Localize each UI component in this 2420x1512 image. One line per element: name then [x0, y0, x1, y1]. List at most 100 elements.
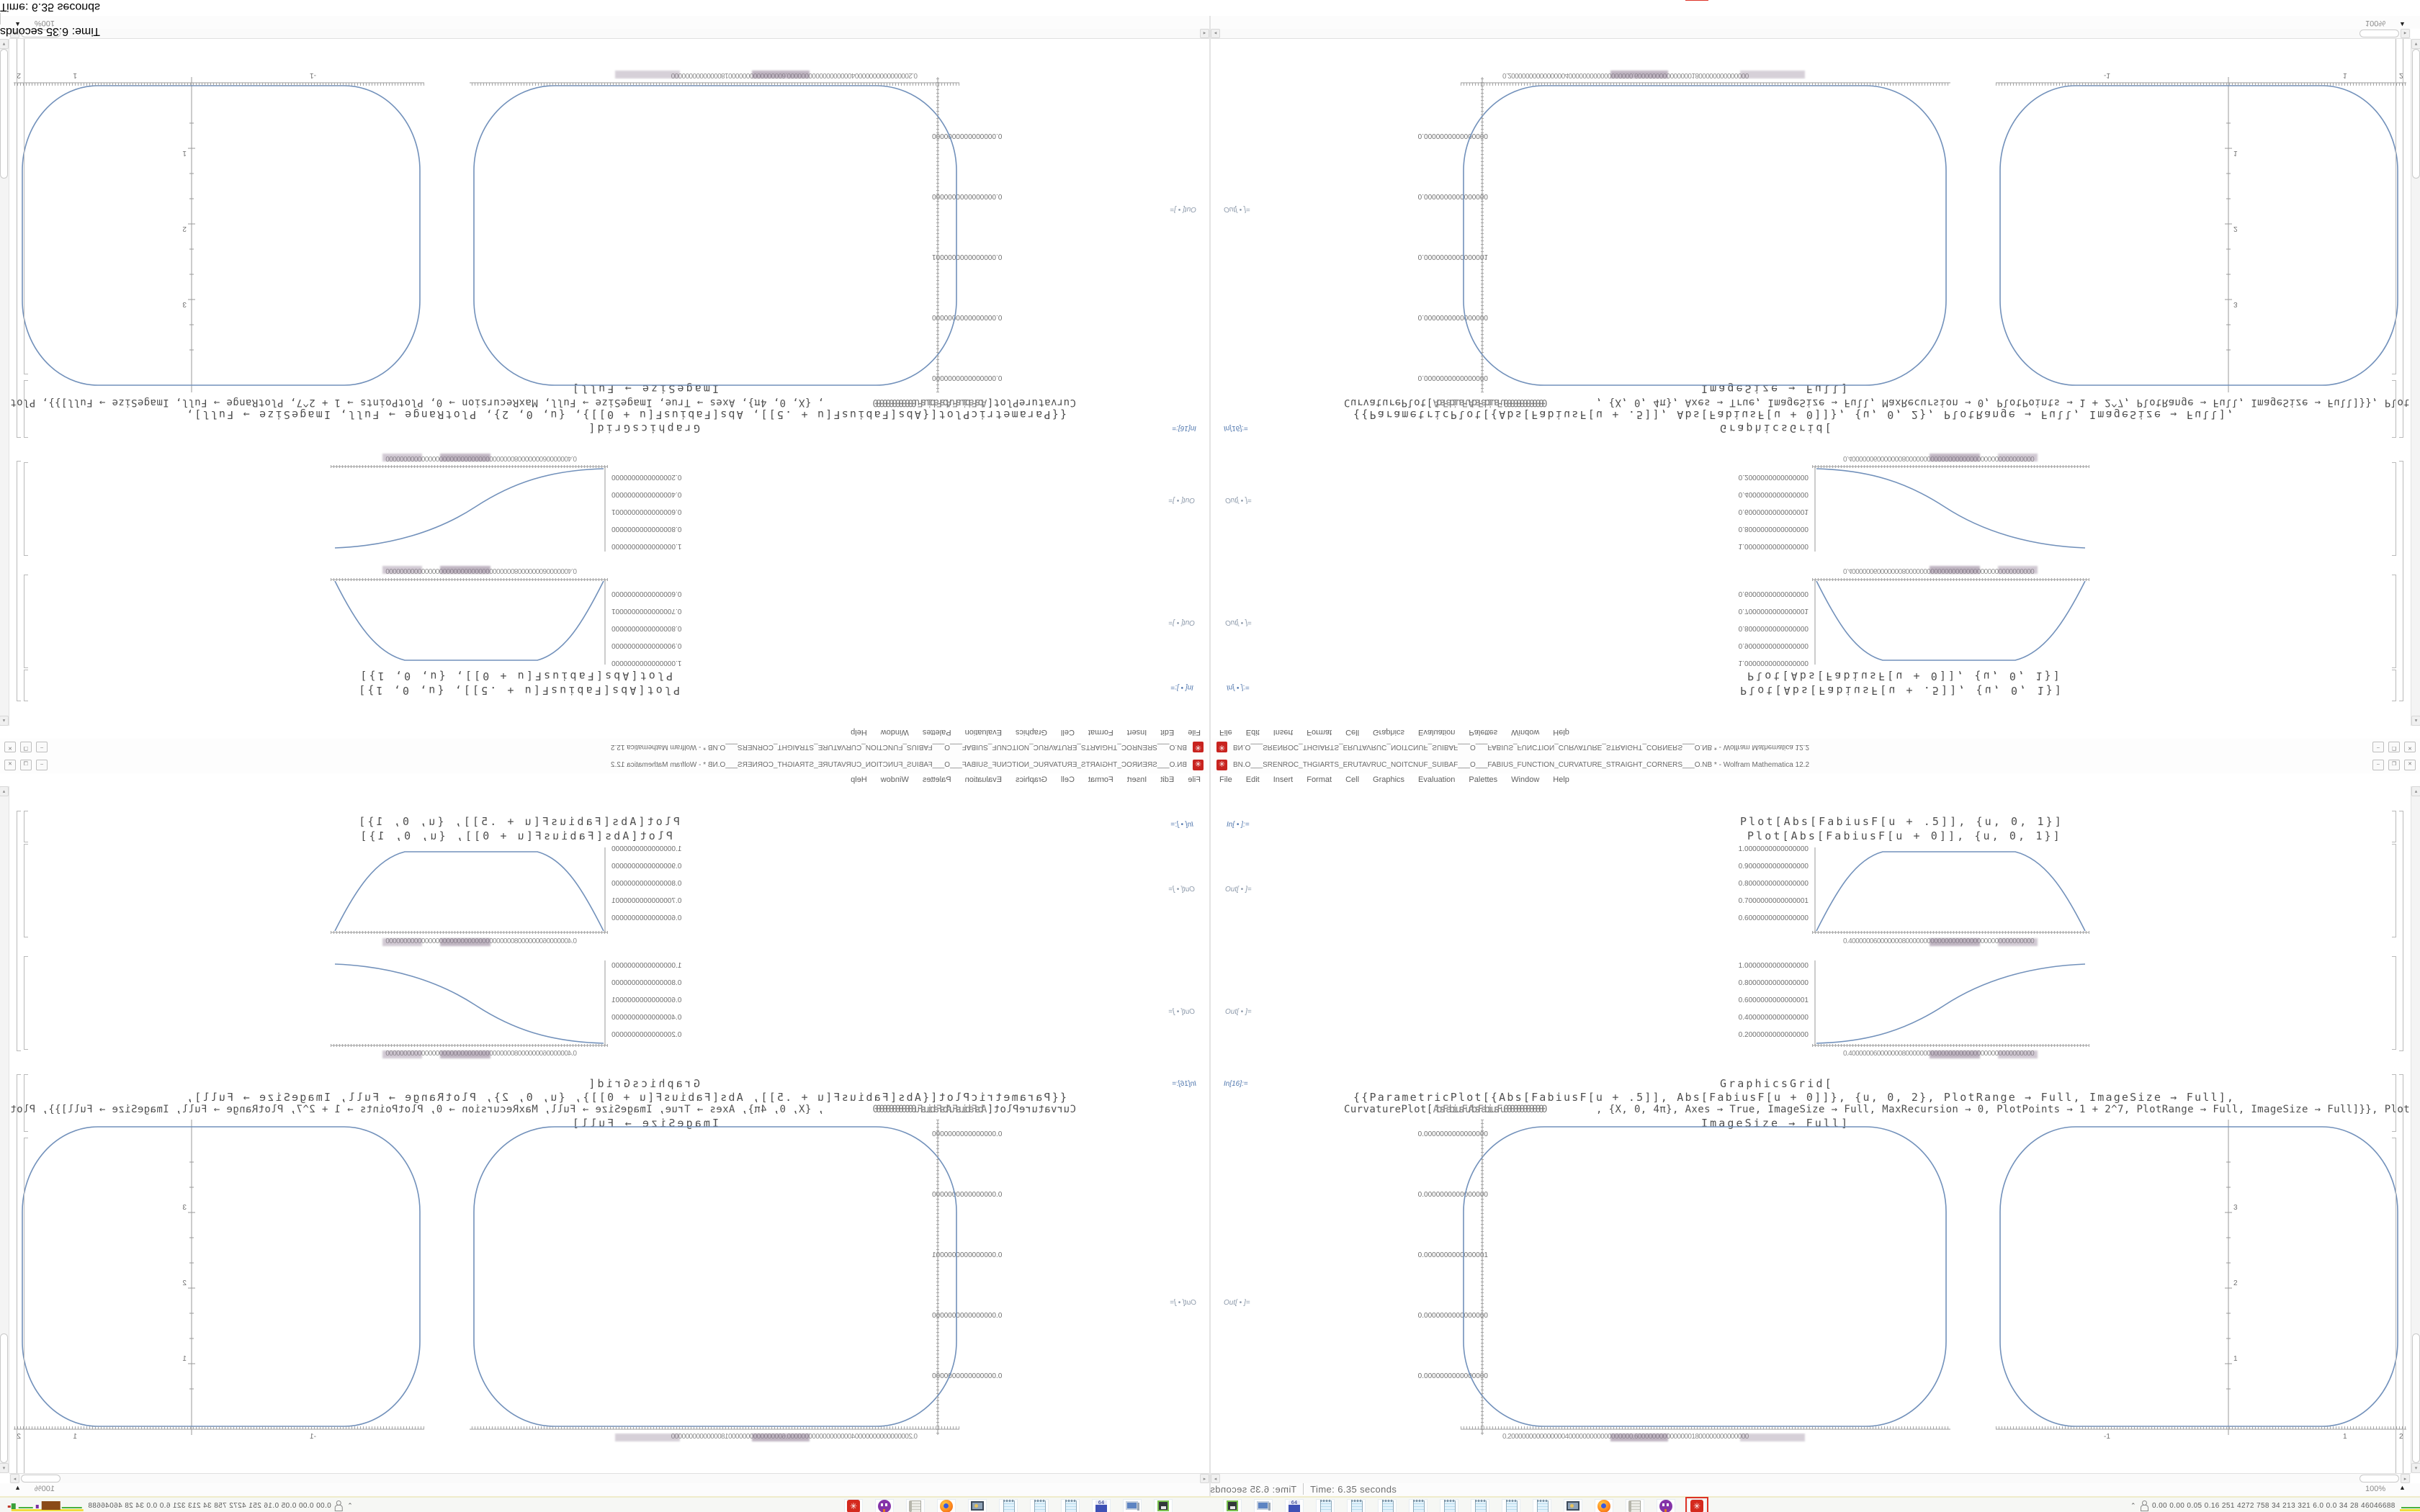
taskbar-icon-gear[interactable]: [1685, 1496, 1708, 1512]
cell-bracket[interactable]: [24, 811, 28, 842]
horizontal-scroll-thumb[interactable]: [2360, 1475, 2399, 1482]
scroll-right-button[interactable]: ▸: [10, 1474, 19, 1483]
taskbar-icon-photo[interactable]: [968, 1498, 987, 1512]
scroll-down-button[interactable]: ▾: [0, 39, 9, 49]
menu-cell[interactable]: Cell: [1345, 728, 1360, 737]
code-line[interactable]: CurvaturePlot[AbsFabiusFuAbsFabiusFu0000…: [1344, 397, 1545, 408]
cell-group-bracket[interactable]: [2399, 461, 2403, 701]
tray-expander-icon[interactable]: ⌃: [2130, 1501, 2136, 1509]
title-bar[interactable]: ✳ BN.O___SRENROC_THGIARTS_ERUTAVRUC_NOIT…: [0, 756, 1209, 773]
minimize-button[interactable]: –: [36, 742, 48, 753]
cell-bracket[interactable]: [2392, 844, 2396, 937]
menu-palettes[interactable]: Palettes: [922, 775, 951, 784]
person-icon[interactable]: [2140, 1500, 2148, 1511]
menu-cell[interactable]: Cell: [1345, 775, 1360, 784]
close-button[interactable]: ✕: [2404, 759, 2416, 770]
cell-group-bracket[interactable]: [17, 1074, 21, 1473]
magnification-dropdown-icon[interactable]: ▲: [14, 1484, 21, 1491]
taskbar-icon-notepad[interactable]: [1030, 1498, 1049, 1512]
taskbar-icon-scroll[interactable]: [906, 1498, 925, 1512]
title-bar[interactable]: ✳ BN.O___SRENROC_THGIARTS_ERUTAVRUC_NOIT…: [1211, 756, 2420, 773]
scroll-down-button[interactable]: ▾: [2411, 39, 2420, 49]
taskbar-icon-monitor[interactable]: [1123, 1498, 1142, 1512]
cell-bracket[interactable]: [2392, 575, 2396, 668]
title-bar[interactable]: ✳ BN.O___SRENROC_THGIARTS_ERUTAVRUC_NOIT…: [1211, 739, 2420, 756]
cell-bracket[interactable]: [24, 39, 28, 374]
menu-graphics[interactable]: Graphics: [1373, 775, 1405, 784]
vertical-scroll-thumb[interactable]: [0, 1333, 8, 1463]
taskbar-icon-notepad[interactable]: [1440, 1498, 1458, 1512]
magnification-value[interactable]: 100%: [2365, 1485, 2386, 1493]
menu-graphics[interactable]: Graphics: [1015, 728, 1047, 737]
vertical-scrollbar[interactable]: ▴ ▾: [2411, 786, 2420, 1473]
menu-window[interactable]: Window: [1511, 775, 1540, 784]
menu-help[interactable]: Help: [851, 728, 867, 737]
menu-window[interactable]: Window: [880, 728, 909, 737]
taskbar-icon-floppy64[interactable]: [1285, 1498, 1304, 1512]
scroll-up-button[interactable]: ▴: [2411, 786, 2420, 796]
cell-bracket[interactable]: [2392, 670, 2396, 701]
taskbar-icon-monitor[interactable]: [1254, 1498, 1273, 1512]
menu-palettes[interactable]: Palettes: [922, 728, 951, 737]
menu-window[interactable]: Window: [1511, 728, 1540, 737]
taskbar-icon-scroll[interactable]: [1626, 1498, 1644, 1512]
menu-file[interactable]: File: [1219, 728, 1232, 737]
taskbar-icon-notepad[interactable]: [1378, 1498, 1397, 1512]
cell-bracket[interactable]: [2392, 956, 2396, 1050]
code-line[interactable]: CurvaturePlot[AbsFabiusFuAbsFabiusFu0000…: [875, 397, 1076, 408]
menu-format[interactable]: Format: [1307, 775, 1332, 784]
menu-insert[interactable]: Insert: [1126, 775, 1147, 784]
cell-group-bracket[interactable]: [2399, 811, 2403, 1051]
notebook-area[interactable]: In[ • ]:= Plot[Abs[FabiusF[u + .5]], {u,…: [1211, 786, 2411, 1473]
code-line[interactable]: {{ParametricPlot[{Abs[FabiusF[u + .5]], …: [184, 1091, 1067, 1104]
menu-window[interactable]: Window: [880, 775, 909, 784]
code-line[interactable]: CurvaturePlot[AbsFabiusFuAbsFabiusFu0000…: [875, 1104, 1076, 1115]
tray-expander-icon[interactable]: ⌃: [346, 1501, 353, 1509]
cell-bracket[interactable]: [24, 575, 28, 668]
menu-format[interactable]: Format: [1088, 775, 1113, 784]
taskbar-icon-notepad[interactable]: [999, 1498, 1018, 1512]
menu-format[interactable]: Format: [1307, 728, 1332, 737]
person-icon[interactable]: [336, 1500, 343, 1511]
taskbar[interactable]: ⌃ 0.00 0.00 0.05 0.16 251 4272 758 34 21…: [0, 1496, 2420, 1512]
taskbar-icon-firefox[interactable]: [1595, 1498, 1613, 1512]
cell-bracket[interactable]: [24, 844, 28, 937]
code-line[interactable]: GraphicsGrid[: [1720, 1077, 1834, 1090]
cell-group-bracket[interactable]: [2399, 1074, 2403, 1473]
taskbar-icon-notepad[interactable]: [1316, 1498, 1335, 1512]
menu-evaluation[interactable]: Evaluation: [1418, 728, 1456, 737]
taskbar-icon-purple[interactable]: [1657, 1498, 1675, 1512]
scroll-right-button[interactable]: ▸: [2401, 1474, 2410, 1483]
taskbar-icon-photo[interactable]: [1564, 1498, 1582, 1512]
code-line[interactable]: Plot[Abs[FabiusF[u + 0]], {u, 0, 1}]: [1747, 670, 2062, 683]
menu-palettes[interactable]: Palettes: [1469, 728, 1498, 737]
horizontal-scrollbar[interactable]: ◂ ▸: [1211, 1473, 2411, 1483]
maximize-button[interactable]: ❐: [2388, 759, 2400, 770]
taskbar-icon-notepad[interactable]: [1502, 1498, 1520, 1512]
menu-help[interactable]: Help: [851, 775, 867, 784]
notebook-area[interactable]: In[ • ]:= Plot[Abs[FabiusF[u + .5]], {u,…: [1211, 39, 2411, 726]
notebook-area[interactable]: In[ • ]:= Plot[Abs[FabiusF[u + .5]], {u,…: [9, 39, 1209, 726]
scroll-down-button[interactable]: ▾: [0, 1463, 9, 1473]
code-line[interactable]: , {X, 0, 4π}, Axes → True, ImageSize → F…: [9, 397, 824, 408]
menu-insert[interactable]: Insert: [1273, 775, 1294, 784]
maximize-button[interactable]: ❐: [20, 742, 32, 753]
menu-palettes[interactable]: Palettes: [1469, 775, 1498, 784]
menu-evaluation[interactable]: Evaluation: [964, 728, 1002, 737]
vertical-scrollbar[interactable]: ▴ ▾: [0, 39, 9, 726]
cell-bracket[interactable]: [2392, 1138, 2396, 1473]
menu-insert[interactable]: Insert: [1126, 728, 1147, 737]
menu-help[interactable]: Help: [1553, 775, 1569, 784]
vertical-scroll-thumb[interactable]: [0, 49, 8, 179]
cell-group-bracket[interactable]: [17, 461, 21, 701]
menu-insert[interactable]: Insert: [1273, 728, 1294, 737]
menu-evaluation[interactable]: Evaluation: [964, 775, 1002, 784]
menu-file[interactable]: File: [1188, 728, 1201, 737]
code-line[interactable]: , {X, 0, 4π}, Axes → True, ImageSize → F…: [1596, 397, 2411, 408]
horizontal-scrollbar[interactable]: ◂ ▸: [9, 1473, 1209, 1483]
minimize-button[interactable]: –: [36, 759, 48, 770]
menu-format[interactable]: Format: [1088, 728, 1113, 737]
taskbar-icon-firefox[interactable]: [937, 1498, 956, 1512]
close-button[interactable]: ✕: [4, 759, 16, 770]
code-line[interactable]: GraphicsGrid[: [586, 1077, 700, 1090]
